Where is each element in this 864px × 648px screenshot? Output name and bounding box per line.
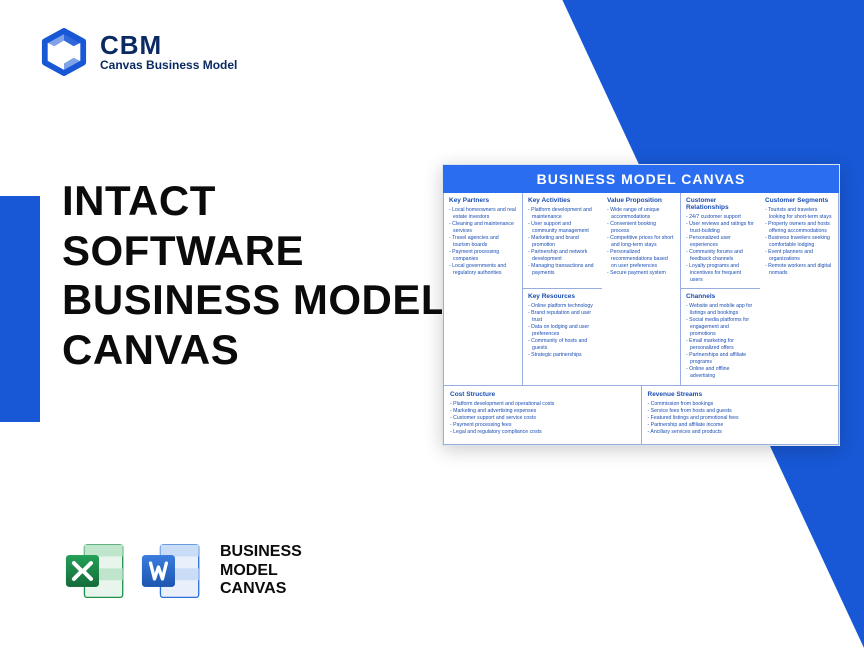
- list-item: Legal and regulatory compliance costs: [450, 429, 635, 436]
- cell-key-partners: Key Partners Local homeowners and real e…: [444, 193, 523, 386]
- canvas-title: BUSINESS MODEL CANVAS: [443, 165, 839, 193]
- h-relationships: Customer Relationships: [686, 197, 755, 211]
- col-activities-resources: Key Activities Platform development and …: [523, 193, 602, 386]
- brand-hex-icon: [40, 28, 88, 76]
- list-item: 24/7 customer support: [686, 214, 755, 221]
- col-relationships-channels: Customer Relationships 24/7 customer sup…: [681, 193, 760, 386]
- brand-logo: CBM Canvas Business Model: [40, 28, 237, 76]
- brand-abbr: CBM: [100, 32, 237, 58]
- cell-channels: Channels Website and mobile app for list…: [681, 289, 760, 385]
- excel-icon: [62, 538, 128, 604]
- list-item: Payment processing companies: [449, 249, 517, 263]
- list-item: Brand reputation and user trust: [528, 310, 597, 324]
- h-activities: Key Activities: [528, 197, 597, 204]
- list-item: Online platform technology: [528, 303, 597, 310]
- cell-customer-segments: Customer Segments Tourists and travelers…: [760, 193, 839, 386]
- list-item: User support and community management: [528, 221, 597, 235]
- list-item: Platform development and operational cos…: [450, 401, 635, 408]
- list-item: Partnership and network development: [528, 249, 597, 263]
- list-item: Event planners and organizations: [765, 249, 833, 263]
- list-item: Customer support and service costs: [450, 415, 635, 422]
- file-type-label-1: BUSINESS: [220, 543, 302, 561]
- h-channels: Channels: [686, 293, 755, 300]
- list-item: Loyalty programs and incentives for freq…: [686, 263, 755, 284]
- list-item: Secure payment system: [607, 270, 675, 277]
- list-item: Community of hosts and guests: [528, 338, 597, 352]
- list-item: Service fees from hosts and guests: [648, 408, 833, 415]
- cell-customer-relationships: Customer Relationships 24/7 customer sup…: [681, 193, 760, 289]
- canvas-grid-bottom: Cost Structure Platform development and …: [443, 386, 839, 445]
- list-item: Featured listings and promotional fees: [648, 415, 833, 422]
- brand-full-name: Canvas Business Model: [100, 58, 237, 72]
- list-item: Strategic partnerships: [528, 352, 597, 359]
- file-type-row: BUSINESS MODEL CANVAS: [62, 538, 302, 604]
- file-type-label-2: MODEL: [220, 562, 302, 580]
- list-item: User reviews and ratings for trust-build…: [686, 221, 755, 235]
- h-value: Value Proposition: [607, 197, 675, 204]
- list-item: Website and mobile app for listings and …: [686, 303, 755, 317]
- canvas-grid-top: Key Partners Local homeowners and real e…: [443, 193, 839, 386]
- list-item: Personalized user experiences: [686, 235, 755, 249]
- list-item: Convenient booking process: [607, 221, 675, 235]
- list-item: Partnership and affiliate income: [648, 422, 833, 429]
- h-partners: Key Partners: [449, 197, 517, 204]
- h-cost: Cost Structure: [450, 391, 635, 398]
- h-revenue: Revenue Streams: [648, 391, 833, 398]
- title-line-3: BUSINESS MODEL: [62, 275, 447, 325]
- list-item: Partnerships and affiliate programs: [686, 352, 755, 366]
- list-item: Marketing and brand promotion: [528, 235, 597, 249]
- list-item: Social media platforms for engagement an…: [686, 317, 755, 338]
- cell-value-proposition: Value Proposition Wide range of unique a…: [602, 193, 681, 386]
- cell-revenue-streams: Revenue Streams Commission from bookings…: [642, 386, 840, 445]
- list-item: Online and offline advertising: [686, 366, 755, 380]
- list-item: Cleaning and maintenance services: [449, 221, 517, 235]
- list-item: Community forums and feedback channels: [686, 249, 755, 263]
- list-item: Local homeowners and real estate investo…: [449, 207, 517, 221]
- cell-key-activities: Key Activities Platform development and …: [523, 193, 602, 289]
- file-type-label-3: CANVAS: [220, 580, 302, 598]
- list-item: Tourists and travelers looking for short…: [765, 207, 833, 221]
- list-item: Payment processing fees: [450, 422, 635, 429]
- accent-bar: [0, 196, 40, 422]
- title-line-2: SOFTWARE: [62, 226, 447, 276]
- list-item: Property owners and hosts offering accom…: [765, 221, 833, 235]
- list-item: Platform development and maintenance: [528, 207, 597, 221]
- title-line-4: CANVAS: [62, 325, 447, 375]
- list-item: Remote workers and digital nomads: [765, 263, 833, 277]
- file-type-label: BUSINESS MODEL CANVAS: [220, 543, 302, 598]
- cell-cost-structure: Cost Structure Platform development and …: [444, 386, 642, 445]
- list-item: Email marketing for personalized offers: [686, 338, 755, 352]
- list-item: Managing transactions and payments: [528, 263, 597, 277]
- list-item: Competitive prices for short and long-te…: [607, 235, 675, 249]
- list-item: Marketing and advertising expenses: [450, 408, 635, 415]
- list-item: Ancillary services and products: [648, 429, 833, 436]
- list-item: Personalized recommendations based on us…: [607, 249, 675, 270]
- list-item: Commission from bookings: [648, 401, 833, 408]
- list-item: Wide range of unique accommodations: [607, 207, 675, 221]
- h-resources: Key Resources: [528, 293, 597, 300]
- page-title: INTACT SOFTWARE BUSINESS MODEL CANVAS: [62, 176, 447, 374]
- list-item: Travel agencies and tourism boards: [449, 235, 517, 249]
- list-item: Local governments and regulatory authori…: [449, 263, 517, 277]
- title-line-1: INTACT: [62, 176, 447, 226]
- list-item: Data on lodging and user preferences: [528, 324, 597, 338]
- h-segments: Customer Segments: [765, 197, 833, 204]
- list-item: Business travelers seeking comfortable l…: [765, 235, 833, 249]
- word-icon: [138, 538, 204, 604]
- canvas-card: BUSINESS MODEL CANVAS Key Partners Local…: [442, 164, 840, 446]
- cell-key-resources: Key Resources Online platform technology…: [523, 289, 602, 385]
